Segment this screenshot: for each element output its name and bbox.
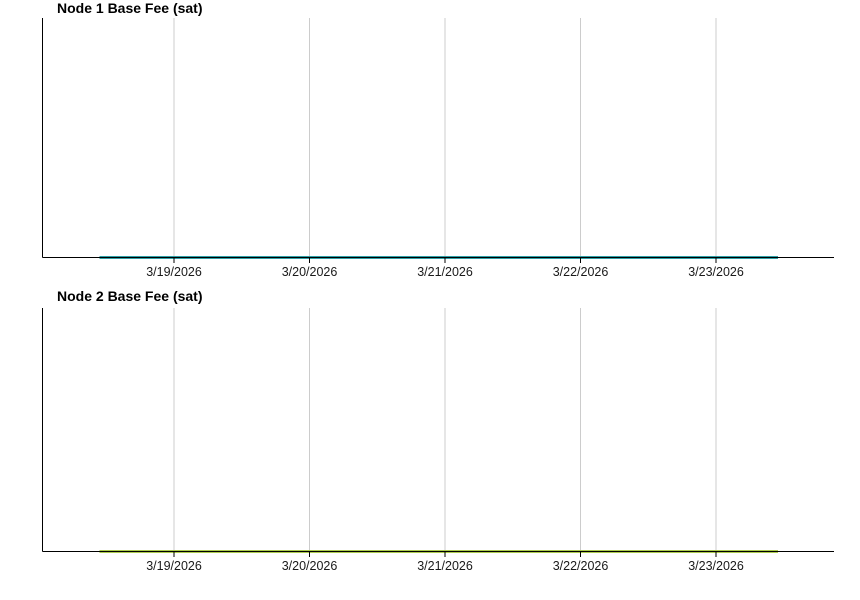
chart-title-node-1: Node 1 Base Fee (sat) bbox=[57, 0, 203, 16]
x-tick-label: 3/23/2026 bbox=[688, 559, 744, 573]
x-tick-label: 3/23/2026 bbox=[688, 265, 744, 279]
chart-title-node-2: Node 2 Base Fee (sat) bbox=[57, 288, 203, 304]
x-tick-label: 3/19/2026 bbox=[146, 265, 202, 279]
x-tick-label: 3/22/2026 bbox=[553, 265, 609, 279]
x-tick-label: 3/21/2026 bbox=[417, 559, 473, 573]
x-tick-label: 3/20/2026 bbox=[282, 559, 338, 573]
x-tick-label: 3/22/2026 bbox=[553, 559, 609, 573]
x-tick-label: 3/20/2026 bbox=[282, 265, 338, 279]
x-tick-label: 3/19/2026 bbox=[146, 559, 202, 573]
x-tick-label: 3/21/2026 bbox=[417, 265, 473, 279]
